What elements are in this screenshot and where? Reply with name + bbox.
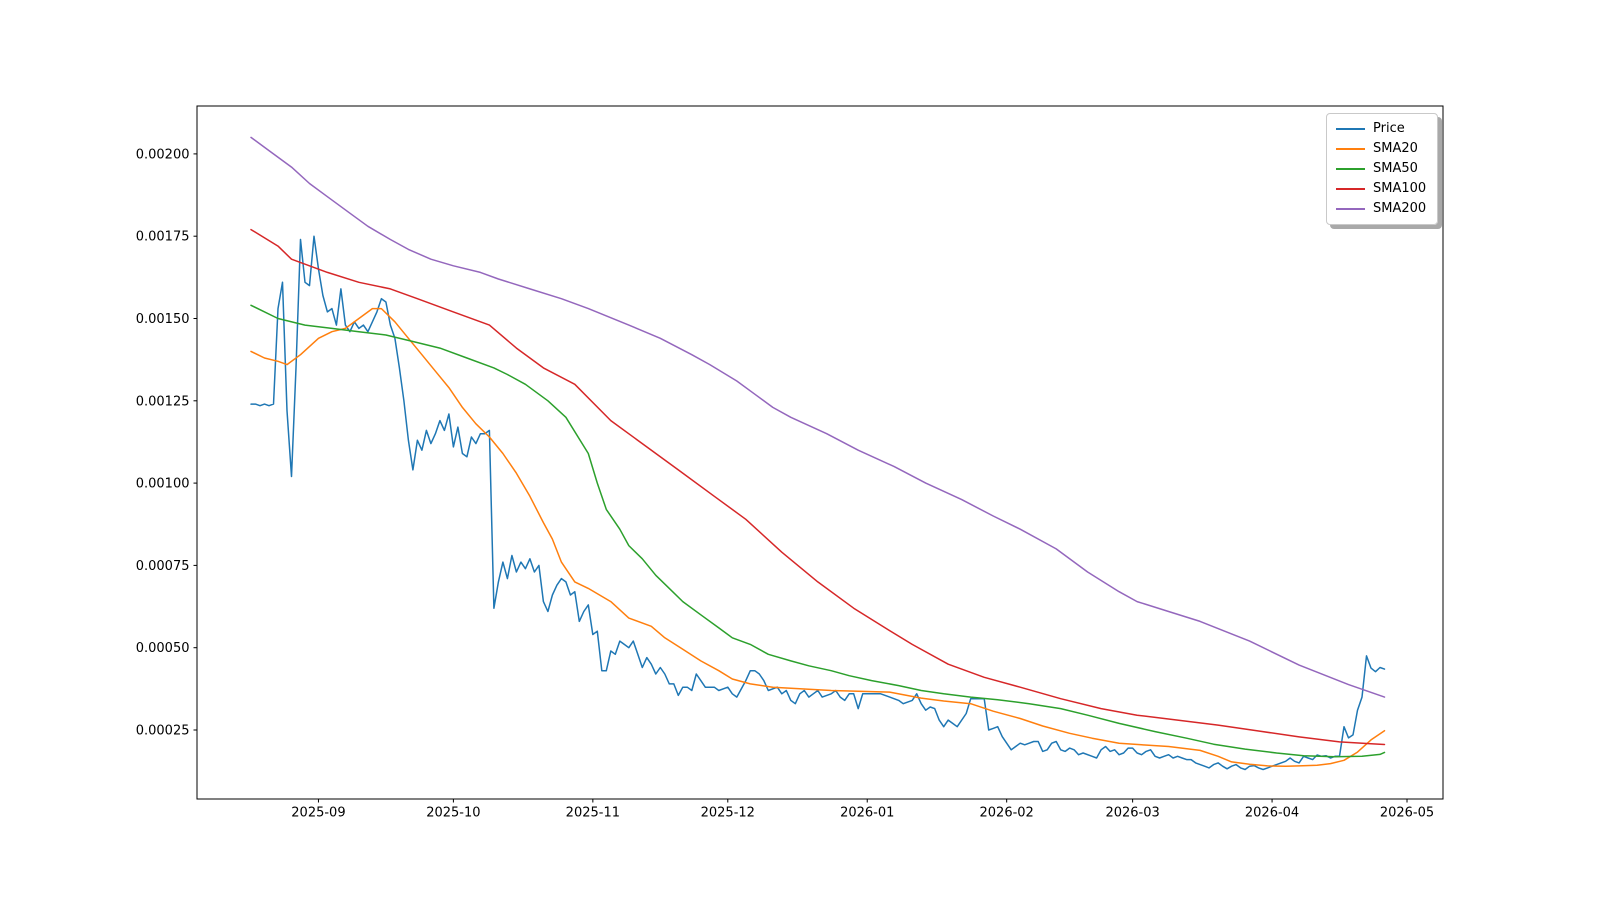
- y-tick-label: 0.00150: [136, 312, 190, 327]
- y-tick-label: 0.00175: [136, 230, 190, 245]
- x-tick-label: 2026-01: [840, 806, 894, 821]
- y-tick-label: 0.00125: [136, 394, 190, 409]
- series-line-sma50: [250, 304, 1386, 758]
- x-tick-label: 2026-04: [1245, 806, 1299, 821]
- legend-label: Price: [1373, 121, 1405, 136]
- y-tick-label: 0.00050: [136, 641, 190, 656]
- y-tick-label: 0.00200: [136, 147, 190, 162]
- legend-item-sma20: SMA20: [1336, 139, 1428, 159]
- legend-item-sma200: SMA200: [1336, 199, 1428, 219]
- legend-item-sma100: SMA100: [1336, 179, 1428, 199]
- legend-item-price: Price: [1336, 119, 1428, 139]
- x-tick-label: 2026-02: [980, 806, 1034, 821]
- legend-label: SMA20: [1373, 141, 1418, 156]
- legend-label: SMA50: [1373, 161, 1418, 176]
- series-line-sma20: [250, 307, 1386, 767]
- legend-label: SMA200: [1373, 201, 1427, 216]
- x-tick-label: 2026-05: [1380, 806, 1434, 821]
- legend-line-sample-sma20: [1336, 148, 1365, 150]
- legend-item-sma50: SMA50: [1336, 159, 1428, 179]
- legend-line-sample-sma200: [1336, 208, 1365, 210]
- x-tick-label: 2025-09: [291, 806, 345, 821]
- series-line-sma100: [250, 228, 1386, 746]
- legend-line-sample-price: [1336, 128, 1365, 130]
- y-tick-label: 0.00025: [136, 723, 190, 738]
- legend-line-sample-sma50: [1336, 168, 1365, 170]
- legend-label: SMA100: [1373, 181, 1427, 196]
- legend-line-sample-sma100: [1336, 188, 1365, 190]
- y-tick-label: 0.00075: [136, 559, 190, 574]
- x-tick-label: 2025-10: [426, 806, 480, 821]
- y-tick-label: 0.00100: [136, 477, 190, 492]
- x-tick-label: 2026-03: [1105, 806, 1159, 821]
- series-line-price: [250, 235, 1386, 771]
- series-line-sma200: [250, 136, 1386, 698]
- plot-border: [196, 105, 1444, 800]
- legend: Price SMA20 SMA50 SMA100 SMA200: [1326, 113, 1438, 225]
- x-tick-label: 2025-12: [701, 806, 755, 821]
- x-tick-label: 2025-11: [566, 806, 620, 821]
